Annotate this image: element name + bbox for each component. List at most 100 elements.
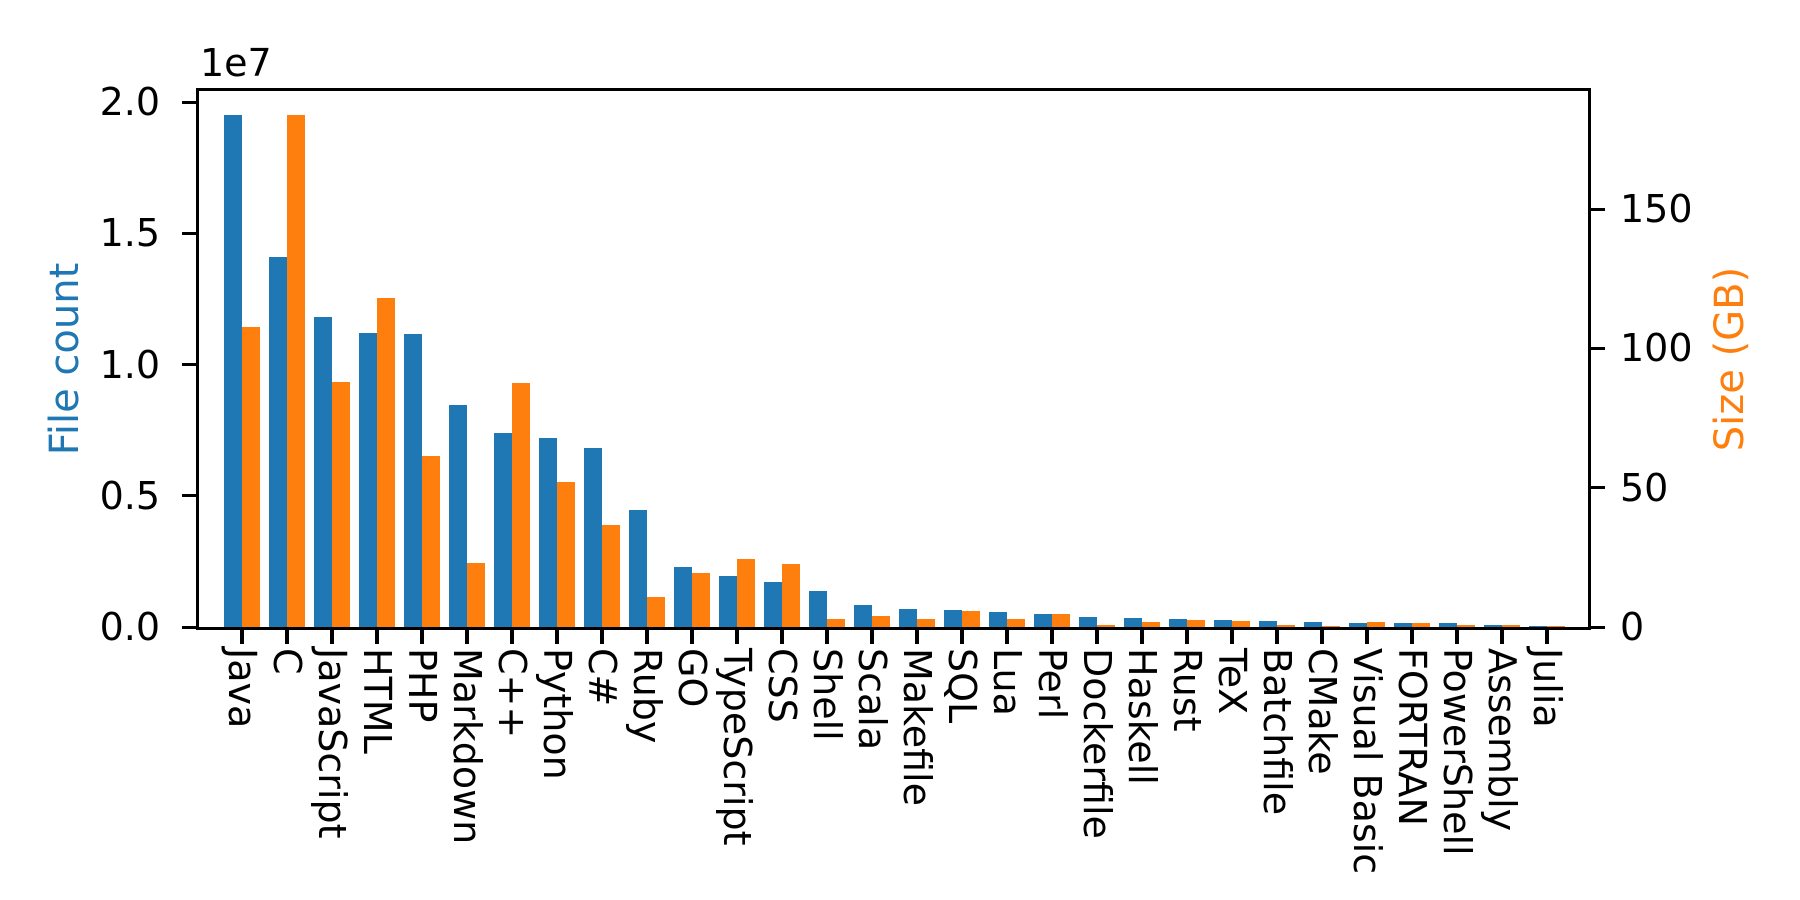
bar-file-count-c bbox=[583, 448, 602, 627]
left-y-tick-mark bbox=[182, 625, 196, 629]
x-tick-mark-python bbox=[554, 630, 559, 644]
right-y-tick-label: 0 bbox=[1620, 605, 1645, 649]
bar-size-gb-batchfile bbox=[1276, 625, 1295, 627]
bar-file-count-c bbox=[493, 433, 512, 627]
x-tick-mark-shell bbox=[824, 630, 829, 644]
x-tick-label-makefile: Makefile bbox=[894, 648, 939, 806]
x-tick-mark-fortran bbox=[1409, 630, 1414, 644]
bar-size-gb-powershell bbox=[1456, 625, 1475, 627]
bar-file-count-shell bbox=[808, 590, 827, 627]
bar-file-count-html bbox=[358, 333, 377, 627]
x-tick-label-batchfile: Batchfile bbox=[1254, 648, 1299, 816]
bar-size-gb-scala bbox=[871, 616, 890, 627]
x-tick-mark-haskell bbox=[1139, 630, 1144, 644]
x-tick-label-typescript: TypeScript bbox=[714, 648, 759, 846]
bar-file-count-php bbox=[403, 334, 422, 627]
bar-size-gb-fortran bbox=[1411, 622, 1430, 627]
x-tick-label-ruby: Ruby bbox=[624, 648, 669, 744]
bar-size-gb-html bbox=[376, 298, 395, 627]
x-tick-mark-c bbox=[509, 630, 514, 644]
bar-size-gb-cmake bbox=[1321, 625, 1340, 627]
x-tick-mark-tex bbox=[1229, 630, 1234, 644]
x-tick-mark-typescript bbox=[734, 630, 739, 644]
bar-size-gb-rust bbox=[1186, 619, 1205, 627]
bar-size-gb-makefile bbox=[916, 618, 935, 627]
x-tick-mark-css bbox=[779, 630, 784, 644]
right-y-tick-mark bbox=[1591, 625, 1605, 629]
right-y-tick-label: 100 bbox=[1620, 326, 1693, 371]
x-tick-label-julia: Julia bbox=[1524, 648, 1569, 728]
bar-file-count-powershell bbox=[1438, 623, 1457, 627]
left-y-tick-label: 0.5 bbox=[99, 473, 160, 518]
x-tick-label-sql: SQL bbox=[939, 648, 984, 724]
bar-size-gb-python bbox=[556, 482, 575, 627]
bar-size-gb-lua bbox=[1006, 619, 1025, 627]
x-tick-label-visual-basic: Visual Basic bbox=[1344, 648, 1389, 875]
x-tick-label-python: Python bbox=[534, 648, 579, 780]
bar-file-count-batchfile bbox=[1258, 620, 1277, 627]
bar-file-count-assembly bbox=[1483, 624, 1502, 627]
x-tick-label-rust: Rust bbox=[1164, 648, 1209, 732]
x-tick-label-scala: Scala bbox=[849, 648, 894, 751]
left-axis-title: File count bbox=[42, 262, 88, 456]
x-tick-label-shell: Shell bbox=[804, 648, 849, 741]
x-tick-mark-makefile bbox=[914, 630, 919, 644]
x-tick-label-powershell: PowerShell bbox=[1434, 648, 1479, 856]
bar-file-count-cmake bbox=[1303, 622, 1322, 627]
x-tick-mark-dockerfile bbox=[1094, 630, 1099, 644]
bar-size-gb-java bbox=[241, 327, 260, 627]
bar-size-gb-sql bbox=[961, 611, 980, 627]
right-y-tick-label: 50 bbox=[1620, 465, 1669, 510]
right-y-tick-label: 150 bbox=[1620, 187, 1693, 232]
x-tick-mark-sql bbox=[959, 630, 964, 644]
x-tick-label-tex: TeX bbox=[1209, 648, 1254, 715]
x-tick-label-java: Java bbox=[219, 648, 264, 729]
x-tick-label-c: C bbox=[264, 648, 309, 675]
x-tick-mark-visual-basic bbox=[1364, 630, 1369, 644]
x-tick-mark-java bbox=[239, 630, 244, 644]
plot-area bbox=[196, 88, 1591, 630]
bar-size-gb-go bbox=[691, 573, 710, 627]
bar-size-gb-julia bbox=[1546, 626, 1565, 627]
x-tick-mark-ruby bbox=[644, 630, 649, 644]
bar-size-gb-assembly bbox=[1501, 624, 1520, 627]
left-y-tick-mark bbox=[182, 494, 196, 498]
bar-file-count-fortran bbox=[1393, 623, 1412, 627]
left-y-tick-mark bbox=[182, 363, 196, 366]
bar-size-gb-php bbox=[421, 455, 440, 627]
bar-size-gb-c bbox=[601, 524, 620, 627]
right-y-tick-mark bbox=[1591, 346, 1605, 350]
right-y-tick-mark bbox=[1591, 486, 1605, 490]
left-y-tick-label: 1.5 bbox=[99, 211, 160, 256]
x-tick-mark-c bbox=[599, 630, 604, 644]
right-axis-title: Size (GB) bbox=[1707, 266, 1753, 452]
x-tick-mark-go bbox=[689, 630, 694, 644]
bar-file-count-haskell bbox=[1123, 618, 1142, 627]
x-tick-mark-julia bbox=[1544, 630, 1549, 644]
y-axis-offset-text: 1e7 bbox=[200, 41, 272, 85]
bar-file-count-css bbox=[763, 581, 782, 627]
left-y-tick-label: 1.0 bbox=[99, 342, 160, 387]
left-y-tick-mark bbox=[182, 100, 196, 104]
bar-file-count-rust bbox=[1168, 618, 1187, 627]
bar-file-count-go bbox=[673, 567, 692, 627]
left-y-tick-mark bbox=[182, 231, 196, 235]
left-y-tick-label: 2.0 bbox=[99, 80, 160, 124]
x-tick-label-markdown: Markdown bbox=[444, 648, 489, 845]
bar-size-gb-haskell bbox=[1141, 621, 1160, 627]
bar-file-count-python bbox=[538, 437, 557, 627]
bar-file-count-typescript bbox=[718, 576, 737, 627]
bar-file-count-lua bbox=[988, 611, 1007, 627]
bar-file-count-perl bbox=[1033, 613, 1052, 627]
x-tick-label-cmake: CMake bbox=[1299, 648, 1344, 775]
x-tick-mark-cmake bbox=[1319, 630, 1324, 644]
right-y-tick-mark bbox=[1591, 207, 1605, 211]
bar-size-gb-javascript bbox=[331, 382, 350, 627]
bar-size-gb-shell bbox=[826, 618, 845, 627]
x-tick-mark-powershell bbox=[1454, 630, 1459, 644]
x-tick-mark-javascript bbox=[329, 630, 334, 644]
x-tick-label-php: PHP bbox=[399, 648, 444, 723]
x-tick-label-haskell: Haskell bbox=[1119, 648, 1164, 785]
x-tick-label-go: GO bbox=[669, 648, 714, 708]
